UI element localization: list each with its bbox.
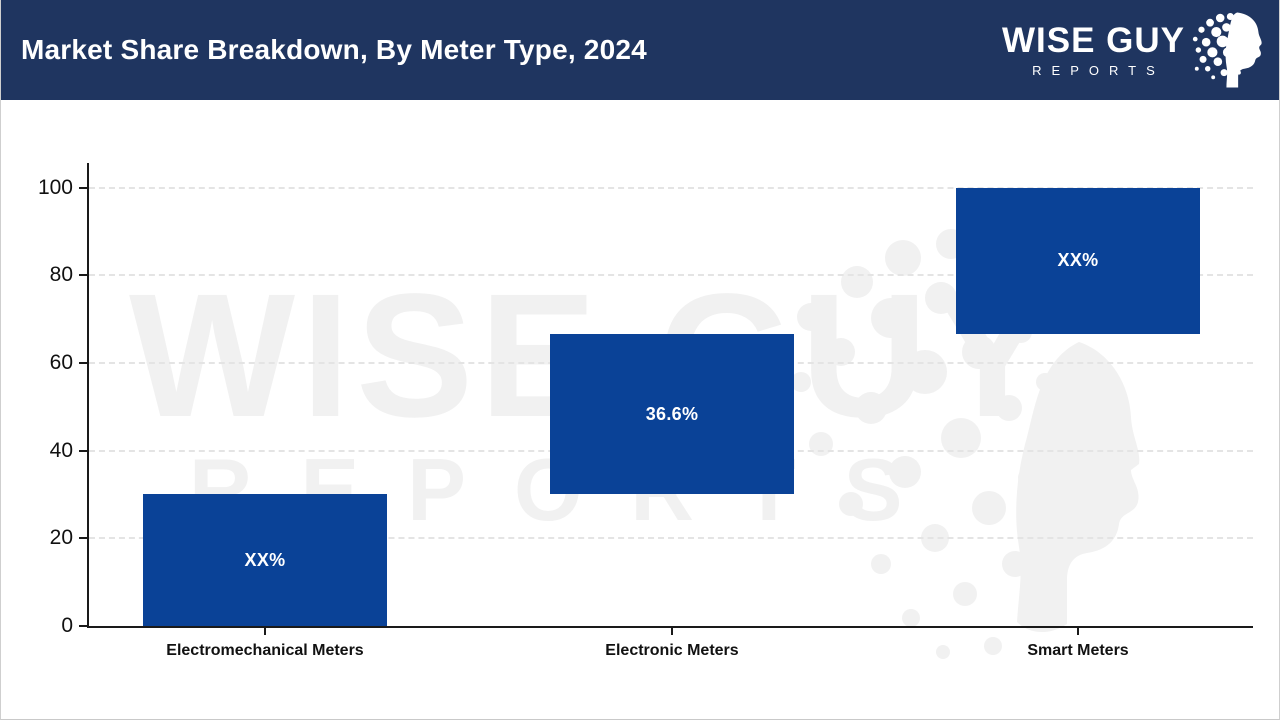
- logo-subtitle: REPORTS: [1032, 63, 1165, 78]
- y-tick-mark: [79, 537, 87, 540]
- logo-text: WISE GUY REPORTS: [1002, 23, 1185, 77]
- x-tick-label: Electromechanical Meters: [166, 642, 364, 659]
- header-band: Market Share Breakdown, By Meter Type, 2…: [1, 0, 1279, 100]
- face-profile-icon: [1192, 12, 1262, 88]
- x-tick-label: Electronic Meters: [605, 642, 739, 659]
- logo-name: WISE GUY: [1001, 21, 1185, 60]
- x-tick-mark: [1077, 626, 1079, 635]
- y-tick-label: 20: [49, 526, 73, 550]
- y-tick-label: 0: [61, 614, 73, 637]
- x-tick-label: Smart Meters: [1027, 642, 1129, 659]
- bar-segment-3: XX%: [956, 187, 1200, 335]
- y-tick-label: 100: [37, 175, 73, 199]
- y-axis-line: [87, 163, 89, 628]
- gridline-y80: [89, 274, 1253, 277]
- y-tick-mark: [79, 274, 87, 277]
- y-tick-mark: [79, 361, 87, 364]
- y-tick-label: 80: [49, 263, 73, 287]
- x-tick-mark: [264, 626, 266, 635]
- y-tick-label: 40: [49, 438, 73, 462]
- x-axis-line: [87, 626, 1253, 628]
- bar-segment-1: XX%: [143, 494, 387, 626]
- bar-value-label: XX%: [244, 549, 286, 570]
- page-title: Market Share Breakdown, By Meter Type, 2…: [21, 34, 647, 65]
- wiseguy-logo: WISE GUY REPORTS: [1002, 8, 1267, 92]
- bar-value-label: XX%: [1057, 250, 1099, 271]
- y-tick-label: 60: [49, 350, 73, 374]
- y-tick-mark: [79, 186, 87, 189]
- bar-value-label: 36.6%: [645, 403, 699, 424]
- bar-segment-2: 36.6%: [550, 334, 794, 495]
- gridline-y100: [89, 186, 1253, 189]
- y-tick-mark: [79, 449, 87, 452]
- x-tick-mark: [671, 626, 673, 635]
- y-tick-mark: [79, 625, 87, 627]
- gridline-y20: [89, 537, 1253, 540]
